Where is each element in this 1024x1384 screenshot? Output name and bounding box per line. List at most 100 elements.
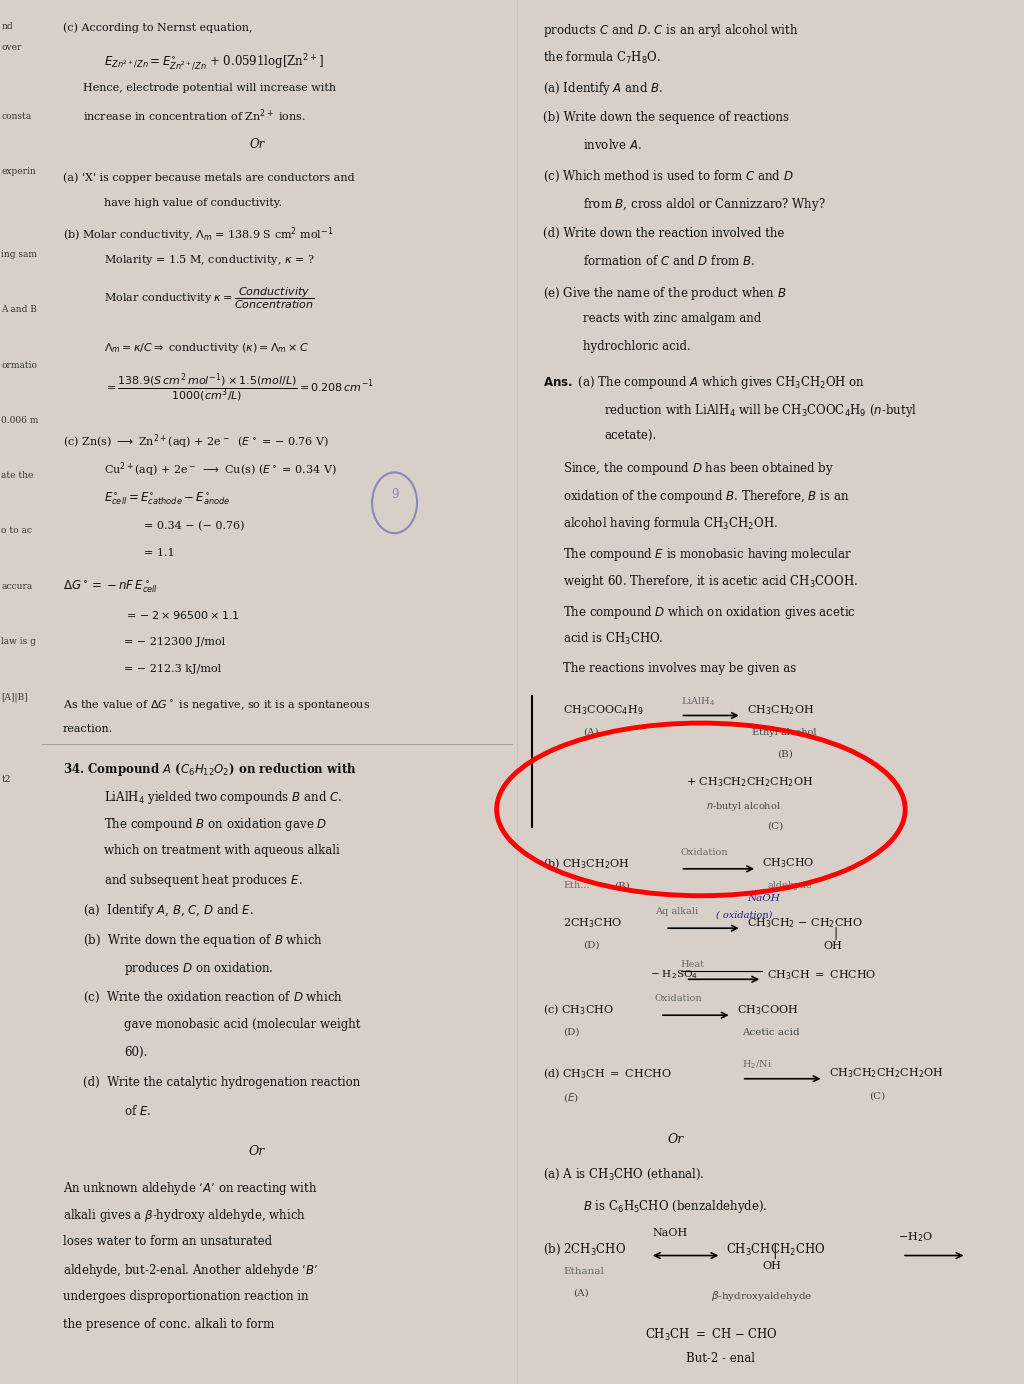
Text: Or: Or <box>249 1145 265 1158</box>
Text: 0.006 m: 0.006 m <box>1 415 39 425</box>
Text: (c) CH$_3$CHO: (c) CH$_3$CHO <box>543 1003 613 1017</box>
Text: The compound $E$ is monobasic having molecular: The compound $E$ is monobasic having mol… <box>563 545 852 562</box>
Text: The compound $B$ on oxidation gave $D$: The compound $B$ on oxidation gave $D$ <box>103 817 327 833</box>
Text: Oxidation: Oxidation <box>655 995 702 1003</box>
Text: Heat: Heat <box>681 960 705 969</box>
Text: reaction.: reaction. <box>62 724 113 734</box>
Text: Or: Or <box>668 1132 684 1146</box>
Text: (C): (C) <box>767 822 783 830</box>
Text: $-$ H$_2$SO$_4$: $-$ H$_2$SO$_4$ <box>650 969 697 981</box>
Text: and subsequent heat produces $E$.: and subsequent heat produces $E$. <box>103 872 302 889</box>
Text: An unknown aldehyde ‘$A$’ on reacting with: An unknown aldehyde ‘$A$’ on reacting wi… <box>62 1179 317 1197</box>
Text: (b)  Write down the equation of $B$ which: (b) Write down the equation of $B$ which <box>83 933 323 949</box>
Text: |: | <box>834 927 838 940</box>
Text: t2: t2 <box>1 775 11 783</box>
Text: ($E$): ($E$) <box>563 1091 579 1104</box>
Text: The reactions involves may be given as: The reactions involves may be given as <box>563 662 797 674</box>
Text: experin: experin <box>1 167 36 176</box>
Text: Oxidation: Oxidation <box>681 848 728 857</box>
Text: oxidation of the compound $B$. Therefore, $B$ is an: oxidation of the compound $B$. Therefore… <box>563 487 849 505</box>
Text: over: over <box>1 43 22 51</box>
Text: [A]|B]: [A]|B] <box>1 692 28 702</box>
Text: hydrochloric acid.: hydrochloric acid. <box>584 340 691 353</box>
Text: (e) Give the name of the product when $B$: (e) Give the name of the product when $B… <box>543 285 786 302</box>
Text: (B): (B) <box>777 750 794 758</box>
Text: (d) Write down the reaction involved the: (d) Write down the reaction involved the <box>543 227 784 239</box>
Text: (c) Zn(s) $\longrightarrow$ Zn$^{2+}$(aq) + 2e$^-$  ($E^\circ$ = $-$ 0.76 V): (c) Zn(s) $\longrightarrow$ Zn$^{2+}$(aq… <box>62 432 329 451</box>
Text: acetate).: acetate). <box>604 429 656 443</box>
Text: H$_2$/Ni: H$_2$/Ni <box>741 1057 772 1071</box>
Text: (b) Molar conductivity, $\Lambda_m$ = 138.9 S cm$^2$ mol$^{-1}$: (b) Molar conductivity, $\Lambda_m$ = 13… <box>62 226 333 244</box>
Text: (B): (B) <box>614 882 630 890</box>
Text: the formula C$_7$H$_8$O.: the formula C$_7$H$_8$O. <box>543 50 660 66</box>
Text: (c) Which method is used to form $C$ and $D$: (c) Which method is used to form $C$ and… <box>543 169 794 184</box>
Text: aldehyde: aldehyde <box>767 882 812 890</box>
Text: (D): (D) <box>563 1028 580 1037</box>
Text: NaOH: NaOH <box>746 894 779 902</box>
Text: Ethanal: Ethanal <box>563 1266 604 1276</box>
Text: formation of $C$ and $D$ from $B$.: formation of $C$ and $D$ from $B$. <box>584 255 756 268</box>
Text: $\mathbf{Ans.}$ (a) The compound $A$ which gives CH$_3$CH$_2$OH on: $\mathbf{Ans.}$ (a) The compound $A$ whi… <box>543 374 865 392</box>
Text: CH$_3$CH$_2$OH: CH$_3$CH$_2$OH <box>746 703 814 717</box>
Text: alcohol having formula CH$_3$CH$_2$OH.: alcohol having formula CH$_3$CH$_2$OH. <box>563 515 778 533</box>
Text: the presence of conc. alkali to form: the presence of conc. alkali to form <box>62 1318 273 1330</box>
Text: (A): (A) <box>584 728 599 736</box>
Text: (a) 'X' is copper because metals are conductors and: (a) 'X' is copper because metals are con… <box>62 173 354 183</box>
Text: (d)  Write the catalytic hydrogenation reaction: (d) Write the catalytic hydrogenation re… <box>83 1075 360 1089</box>
Text: $\Delta G^\circ = -nF\,E^\circ_{cell}$: $\Delta G^\circ = -nF\,E^\circ_{cell}$ <box>62 579 158 595</box>
Text: (a) A is CH$_3$CHO (ethanal).: (a) A is CH$_3$CHO (ethanal). <box>543 1167 705 1182</box>
Text: CH$_3$CH$_2$CH$_2$CH$_2$OH: CH$_3$CH$_2$CH$_2$CH$_2$OH <box>828 1066 943 1080</box>
Text: ( oxidation): ( oxidation) <box>716 911 773 919</box>
Text: = − 212300 J/mol: = − 212300 J/mol <box>124 637 225 646</box>
Text: Molarity = 1.5 M, conductivity, $\kappa$ = ?: Molarity = 1.5 M, conductivity, $\kappa$… <box>103 253 314 267</box>
Text: As the value of $\Delta G^\circ$ is negative, so it is a spontaneous: As the value of $\Delta G^\circ$ is nega… <box>62 699 370 713</box>
Text: $n$-butyl alcohol: $n$-butyl alcohol <box>706 800 781 812</box>
Text: Molar conductivity $\kappa = \dfrac{Conductivity}{Concentration}$: Molar conductivity $\kappa = \dfrac{Cond… <box>103 286 314 311</box>
Text: 60).: 60). <box>124 1045 147 1059</box>
Text: = 1.1: = 1.1 <box>144 548 175 558</box>
Text: 9: 9 <box>391 487 398 501</box>
Text: ate the: ate the <box>1 471 34 480</box>
Text: $\beta$-hydroxyaldehyde: $\beta$-hydroxyaldehyde <box>711 1289 812 1302</box>
Text: Hence, electrode potential will increase with: Hence, electrode potential will increase… <box>83 83 336 93</box>
Text: products $C$ and $D$. $C$ is an aryl alcohol with: products $C$ and $D$. $C$ is an aryl alc… <box>543 22 798 39</box>
Text: involve $A$.: involve $A$. <box>584 138 642 152</box>
Text: = 0.34 − (− 0.76): = 0.34 − (− 0.76) <box>144 520 245 531</box>
Text: accura: accura <box>1 581 33 591</box>
Text: aldehyde, but-2-enal. Another aldehyde ‘$B$’: aldehyde, but-2-enal. Another aldehyde ‘… <box>62 1262 317 1279</box>
Text: Or: Or <box>249 138 264 151</box>
Text: (b) Write down the sequence of reactions: (b) Write down the sequence of reactions <box>543 111 788 123</box>
Text: Acetic acid: Acetic acid <box>741 1028 800 1037</box>
Text: reacts with zinc amalgam and: reacts with zinc amalgam and <box>584 313 762 325</box>
Text: (A): (A) <box>573 1289 589 1298</box>
Text: Cu$^{2+}$(aq) + 2e$^-$ $\longrightarrow$ Cu(s) ($E^\circ$ = 0.34 V): Cu$^{2+}$(aq) + 2e$^-$ $\longrightarrow$… <box>103 459 336 479</box>
Text: CH$_3$CHCH$_2$CHO: CH$_3$CHCH$_2$CHO <box>726 1241 825 1258</box>
Text: CH$_3$CHO: CH$_3$CHO <box>762 857 814 871</box>
Text: + CH$_3$CH$_2$CH$_2$CH$_2$OH: + CH$_3$CH$_2$CH$_2$CH$_2$OH <box>686 775 813 789</box>
Text: (D): (D) <box>584 941 600 949</box>
Text: of $E$.: of $E$. <box>124 1103 152 1118</box>
Text: $E_{Zn^{2+}/Zn} = E^{\circ}_{Zn^{2+}/Zn}$ + 0.0591log[Zn$^{2+}$]: $E_{Zn^{2+}/Zn} = E^{\circ}_{Zn^{2+}/Zn}… <box>103 53 324 72</box>
Text: consta: consta <box>1 112 32 120</box>
Text: = − 212.3 kJ/mol: = − 212.3 kJ/mol <box>124 664 221 674</box>
Text: (b) CH$_3$CH$_2$OH: (b) CH$_3$CH$_2$OH <box>543 857 630 871</box>
Text: (d) CH$_3$CH $=$ CHCHO: (d) CH$_3$CH $=$ CHCHO <box>543 1066 672 1081</box>
Text: acid is CH$_3$CHO.: acid is CH$_3$CHO. <box>563 631 664 648</box>
Text: $= -2 \times 96500 \times 1.1$: $= -2 \times 96500 \times 1.1$ <box>124 609 240 621</box>
Text: Since, the compound $D$ has been obtained by: Since, the compound $D$ has been obtaine… <box>563 459 834 477</box>
Text: Eth...: Eth... <box>563 882 590 890</box>
Text: weight 60. Therefore, it is acetic acid CH$_3$COOH.: weight 60. Therefore, it is acetic acid … <box>563 573 858 590</box>
Text: |: | <box>772 1244 777 1259</box>
Text: gave monobasic acid (molecular weight: gave monobasic acid (molecular weight <box>124 1019 360 1031</box>
Text: law is g: law is g <box>1 637 36 646</box>
Text: NaOH: NaOH <box>653 1228 688 1237</box>
Text: loses water to form an unsaturated: loses water to form an unsaturated <box>62 1235 271 1248</box>
Text: increase in concentration of Zn$^{2+}$ ions.: increase in concentration of Zn$^{2+}$ i… <box>83 108 306 125</box>
Text: 34. Compound $A$ ($C_6H_{12}O_2$) on reduction with: 34. Compound $A$ ($C_6H_{12}O_2$) on red… <box>62 761 356 778</box>
Text: OH: OH <box>762 1261 781 1271</box>
Text: produces $D$ on oxidation.: produces $D$ on oxidation. <box>124 960 273 977</box>
Text: alkali gives a $\beta$-hydroxy aldehyde, which: alkali gives a $\beta$-hydroxy aldehyde,… <box>62 1207 305 1225</box>
Text: $\Lambda_m = \kappa/C \Rightarrow$ conductivity $(\kappa) = \Lambda_m \times C$: $\Lambda_m = \kappa/C \Rightarrow$ condu… <box>103 342 308 356</box>
Text: o to ac: o to ac <box>1 526 33 536</box>
Text: undergoes disproportionation reaction in: undergoes disproportionation reaction in <box>62 1290 308 1304</box>
